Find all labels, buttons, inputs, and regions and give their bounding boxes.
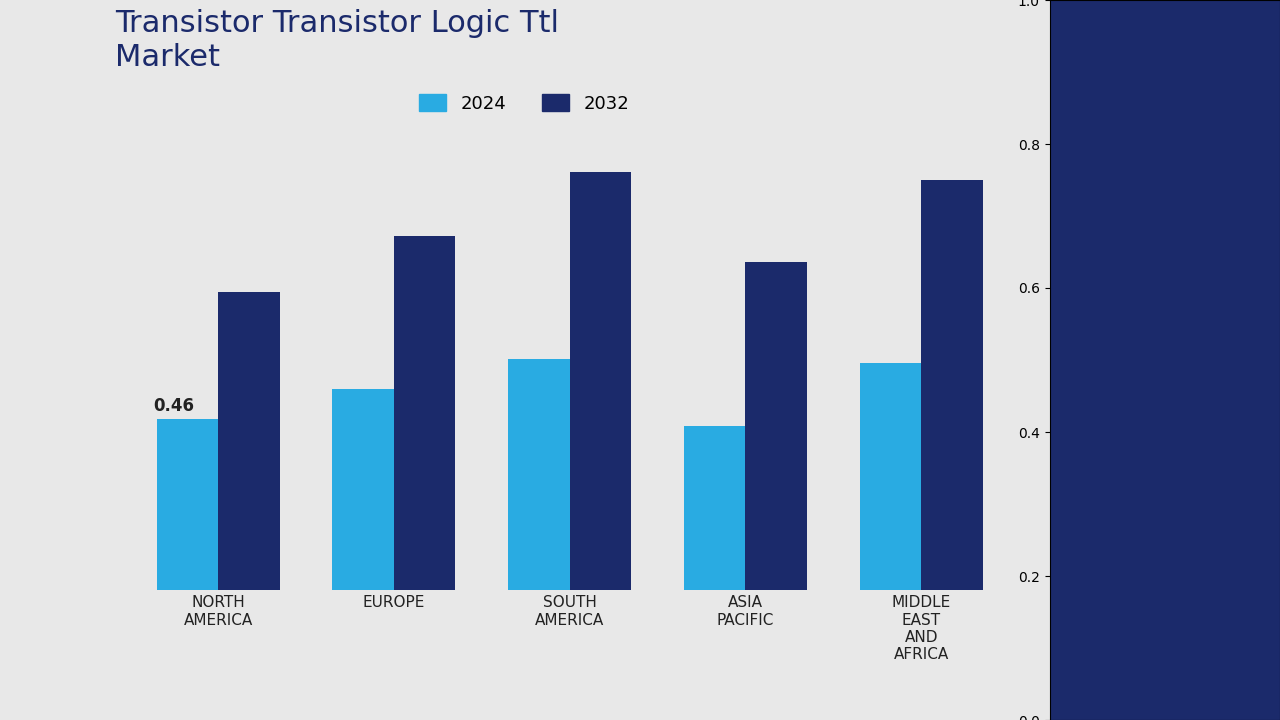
Bar xyxy=(218,292,279,590)
Bar xyxy=(333,389,394,590)
Bar xyxy=(860,363,922,590)
Text: Transistor Transistor Logic Ttl
Market: Transistor Transistor Logic Ttl Market xyxy=(115,9,559,71)
Bar xyxy=(745,262,806,590)
Legend: 2024, 2032: 2024, 2032 xyxy=(410,86,639,122)
Bar xyxy=(570,172,631,590)
Bar xyxy=(922,180,983,590)
Bar xyxy=(156,418,218,590)
Bar xyxy=(684,426,745,590)
Bar xyxy=(508,359,570,590)
Bar xyxy=(394,235,456,590)
Text: 0.46: 0.46 xyxy=(154,397,195,415)
